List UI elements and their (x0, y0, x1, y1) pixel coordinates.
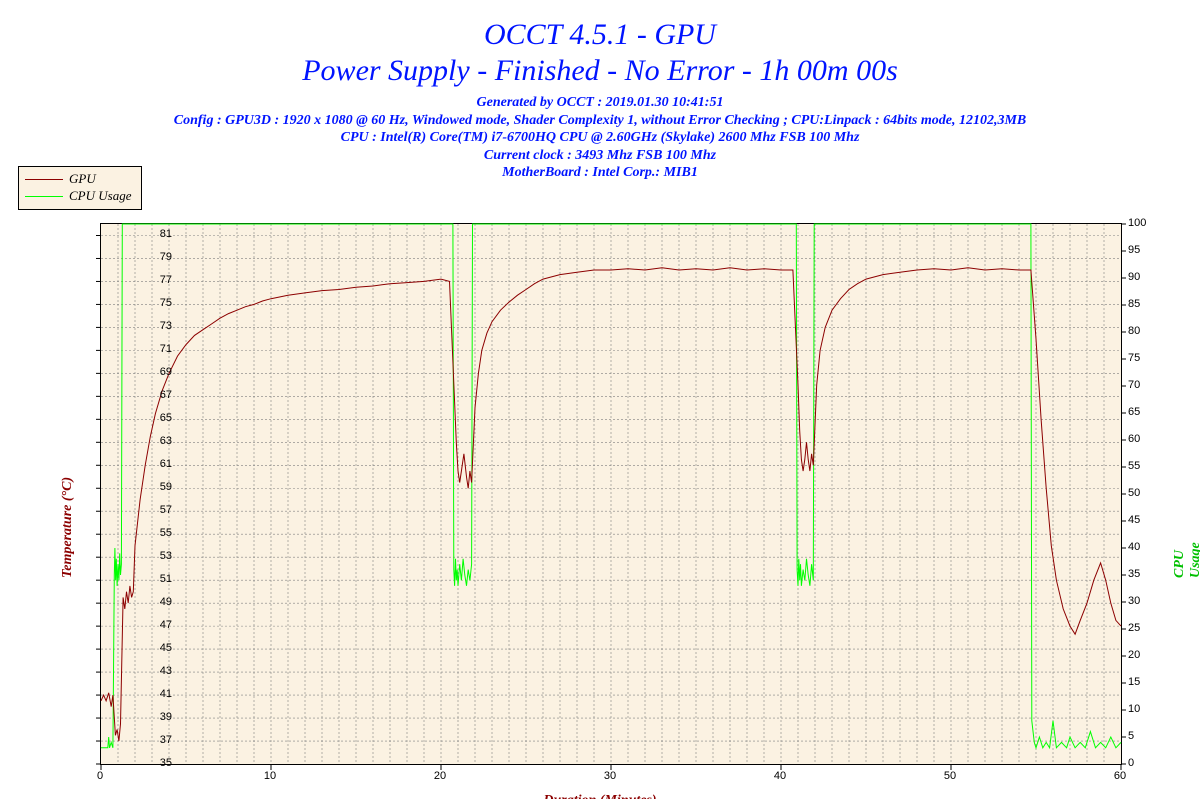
axis-tick: 0 (97, 770, 103, 782)
axis-tick: 70 (1128, 379, 1168, 391)
axis-tick: 75 (1128, 352, 1168, 364)
axis-tick: 30 (1128, 595, 1168, 607)
axis-tick: 55 (1128, 460, 1168, 472)
axis-tick: 45 (132, 642, 172, 654)
axis-tick: 47 (132, 619, 172, 631)
meta-line: Config : GPU3D : 1920 x 1080 @ 60 Hz, Wi… (0, 112, 1200, 130)
legend-label: CPU Usage (69, 188, 131, 205)
axis-tick: 63 (132, 435, 172, 447)
axis-tick: 67 (132, 389, 172, 401)
axis-tick: 41 (132, 688, 172, 700)
axis-tick: 59 (132, 481, 172, 493)
axis-tick: 25 (1128, 622, 1168, 634)
axis-tick: 75 (132, 297, 172, 309)
legend-item-gpu: GPU (25, 171, 131, 188)
chart-title: OCCT 4.5.1 - GPU (0, 18, 1200, 52)
legend-swatch (25, 179, 63, 180)
meta-line: MotherBoard : Intel Corp.: MIB1 (0, 164, 1200, 182)
axis-tick: 65 (132, 412, 172, 424)
axis-tick: 15 (1128, 676, 1168, 688)
axis-tick: 77 (132, 274, 172, 286)
legend-item-cpu: CPU Usage (25, 188, 131, 205)
axis-tick: 20 (1128, 649, 1168, 661)
axis-tick: 45 (1128, 514, 1168, 526)
axis-tick: 5 (1128, 730, 1168, 742)
x-axis-label: Duration (Minutes) (0, 793, 1200, 799)
axis-tick: 60 (1114, 770, 1126, 782)
axis-tick: 80 (1128, 325, 1168, 337)
axis-tick: 57 (132, 504, 172, 516)
axis-tick: 95 (1128, 244, 1168, 256)
legend-label: GPU (69, 171, 96, 188)
meta-line: CPU : Intel(R) Core(TM) i7-6700HQ CPU @ … (0, 129, 1200, 147)
series-layer (101, 224, 1121, 764)
axis-tick: 40 (1128, 541, 1168, 553)
axis-tick: 40 (774, 770, 786, 782)
axis-tick: 90 (1128, 271, 1168, 283)
axis-tick: 71 (132, 343, 172, 355)
chart-subtitle: Power Supply - Finished - No Error - 1h … (0, 54, 1200, 88)
chart-header: OCCT 4.5.1 - GPU Power Supply - Finished… (0, 18, 1200, 182)
plot-area (100, 223, 1122, 765)
axis-tick: 79 (132, 251, 172, 263)
axis-tick: 50 (944, 770, 956, 782)
axis-tick: 43 (132, 665, 172, 677)
axis-tick: 100 (1128, 217, 1168, 229)
axis-tick: 30 (604, 770, 616, 782)
axis-tick: 51 (132, 573, 172, 585)
axis-tick: 50 (1128, 487, 1168, 499)
axis-tick: 53 (132, 550, 172, 562)
axis-tick: 55 (132, 527, 172, 539)
chart-meta: Generated by OCCT : 2019.01.30 10:41:51 … (0, 94, 1200, 182)
axis-tick: 0 (1128, 757, 1168, 769)
legend-swatch (25, 196, 63, 197)
y-axis-right-label: CPU Usage (in %) (1172, 542, 1200, 578)
axis-tick: 81 (132, 228, 172, 240)
meta-line: Current clock : 3493 Mhz FSB 100 Mhz (0, 147, 1200, 165)
axis-tick: 61 (132, 458, 172, 470)
legend: GPU CPU Usage (18, 166, 142, 210)
axis-tick: 37 (132, 734, 172, 746)
axis-tick: 35 (132, 757, 172, 769)
axis-tick: 69 (132, 366, 172, 378)
axis-tick: 20 (434, 770, 446, 782)
axis-tick: 10 (264, 770, 276, 782)
axis-tick: 65 (1128, 406, 1168, 418)
axis-tick: 10 (1128, 703, 1168, 715)
meta-line: Generated by OCCT : 2019.01.30 10:41:51 (0, 94, 1200, 112)
axis-tick: 39 (132, 711, 172, 723)
y-axis-left-label: Temperature (°C) (60, 477, 76, 578)
axis-tick: 85 (1128, 298, 1168, 310)
axis-tick: 60 (1128, 433, 1168, 445)
axis-tick: 73 (132, 320, 172, 332)
axis-tick: 49 (132, 596, 172, 608)
axis-tick: 35 (1128, 568, 1168, 580)
